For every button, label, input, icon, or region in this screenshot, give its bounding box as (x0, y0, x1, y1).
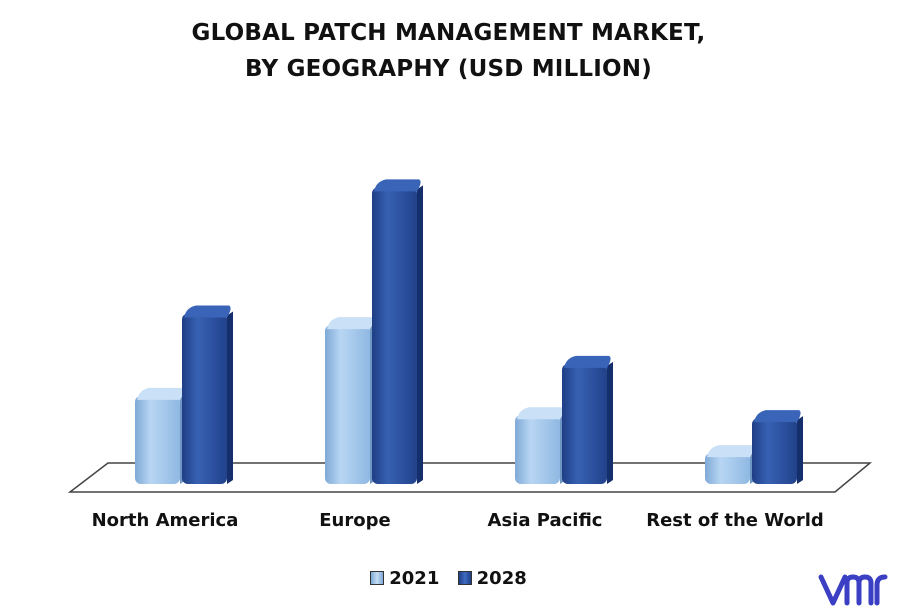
bar-side-face (607, 361, 613, 484)
bar-2028-europe (372, 179, 423, 485)
x-tick-label-europe: Europe (319, 510, 391, 531)
vmr-logo (818, 574, 888, 606)
bar-side-face (797, 416, 803, 484)
legend-label-2028: 2028 (476, 568, 527, 589)
chart-title-line-1: GLOBAL PATCH MANAGEMENT MARKET, (191, 20, 706, 46)
bar-front-face (705, 453, 750, 484)
bar-2028-rest-of-the-world (752, 410, 803, 484)
legend-swatch-2021 (370, 571, 385, 585)
bar-top-cap (184, 305, 231, 318)
bar-2028-north-america (182, 305, 233, 484)
bar-side-face (227, 311, 233, 484)
x-tick-label-asia-pacific: Asia Pacific (487, 510, 603, 531)
bar-front-face (325, 325, 370, 484)
legend-swatch-2028 (457, 571, 472, 585)
bar-front-face (515, 415, 560, 484)
bar-side-face (417, 185, 423, 485)
chart-floor (67, 462, 873, 493)
legend-item-2021: 2021 (370, 568, 439, 589)
bar-2021-rest-of-the-world (705, 445, 756, 484)
bar-2021-asia-pacific (515, 407, 566, 484)
bar-front-face (135, 395, 180, 484)
bar-top-cap (327, 317, 374, 330)
legend-item-2028: 2028 (457, 568, 527, 589)
legend-label-2021: 2021 (389, 568, 440, 589)
bar-front-face (752, 418, 797, 484)
bar-2028-asia-pacific (562, 355, 613, 484)
bar-2021-europe (325, 317, 376, 484)
bar-top-cap (374, 179, 421, 192)
bar-top-cap (517, 407, 564, 420)
bar-top-cap (754, 410, 801, 423)
bar-top-cap (564, 355, 611, 368)
chart-title-line-2: BY GEOGRAPHY (USD MILLION) (245, 56, 652, 82)
bar-front-face (562, 363, 607, 484)
bar-front-face (372, 187, 417, 485)
bar-2021-north-america (135, 387, 186, 484)
x-tick-label-north-america: North America (91, 510, 239, 531)
bar-top-cap (137, 387, 184, 400)
x-tick-label-rest-of-the-world: Rest of the World (646, 510, 824, 531)
bar-front-face (182, 313, 227, 484)
legend: 2021 2028 (0, 568, 897, 589)
bar-top-cap (707, 445, 754, 458)
